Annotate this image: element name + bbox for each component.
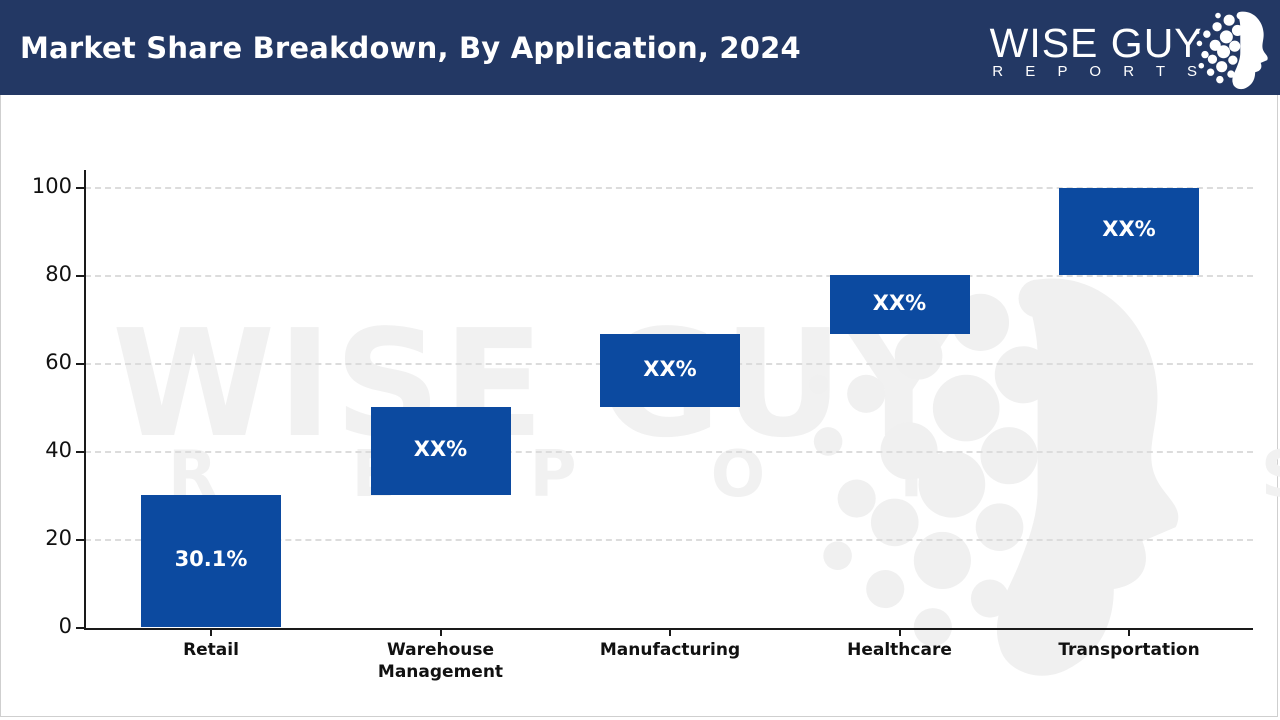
x-category-label: Retail xyxy=(183,639,239,660)
y-tick-label: 60 xyxy=(45,349,72,374)
chart-title: Market Share Breakdown, By Application, … xyxy=(20,30,801,65)
y-tick-mark xyxy=(76,450,85,453)
header-bar: Market Share Breakdown, By Application, … xyxy=(0,0,1280,95)
bar-segment xyxy=(829,275,970,335)
x-axis-line xyxy=(84,627,1253,630)
head-icon xyxy=(1195,11,1268,90)
plot-area: 0 20 40 60 80 100 30.1% Retail XX% Warehouse Mana… xyxy=(0,95,1280,720)
wiseguy-logo: WISE GUY R E P O R T S xyxy=(986,4,1270,92)
bar-segment xyxy=(141,495,281,628)
gridline xyxy=(85,450,1253,453)
y-tick-mark xyxy=(76,186,85,189)
gridline xyxy=(85,538,1253,541)
y-tick-mark xyxy=(76,274,85,277)
logo-subtext: R E P O R T S xyxy=(992,63,1206,81)
x-category-label: Healthcare xyxy=(847,639,952,660)
y-tick-mark xyxy=(76,362,85,365)
x-tick-mark xyxy=(898,629,901,636)
y-tick-label: 100 xyxy=(31,173,72,198)
watermark-head-icon xyxy=(809,278,1179,676)
x-category-label: Transportation xyxy=(1058,639,1200,660)
x-tick-mark xyxy=(1128,629,1130,636)
x-category-label: Manufacturing xyxy=(599,639,741,660)
bar-value-label: 30.1% xyxy=(174,547,248,572)
y-tick-mark xyxy=(76,538,85,541)
bar-value-label: XX% xyxy=(872,290,927,315)
bar-segment xyxy=(370,407,511,496)
gridline xyxy=(85,186,1253,189)
logo-wordmark: WISE GUY xyxy=(989,19,1203,66)
x-tick-mark xyxy=(439,629,442,636)
y-tick-mark xyxy=(76,626,85,629)
bar-value-label: XX% xyxy=(643,356,697,381)
y-tick-label: 40 xyxy=(45,437,72,462)
y-tick-label: 20 xyxy=(45,525,72,550)
logo-text: WISE GUY R E P O R T S xyxy=(986,19,1206,81)
y-tick-label: 0 xyxy=(58,613,72,638)
x-tick-mark xyxy=(669,629,671,636)
gridline xyxy=(85,274,1253,277)
bar-value-label: XX% xyxy=(413,437,468,462)
y-axis-line xyxy=(84,170,86,630)
x-category-label: Warehouse Management xyxy=(377,639,504,682)
x-tick-mark xyxy=(210,629,212,636)
y-tick-label: 80 xyxy=(45,261,72,286)
bar-segment xyxy=(1059,187,1199,276)
bar-value-label: XX% xyxy=(1102,217,1156,242)
bar-segment xyxy=(600,334,740,408)
